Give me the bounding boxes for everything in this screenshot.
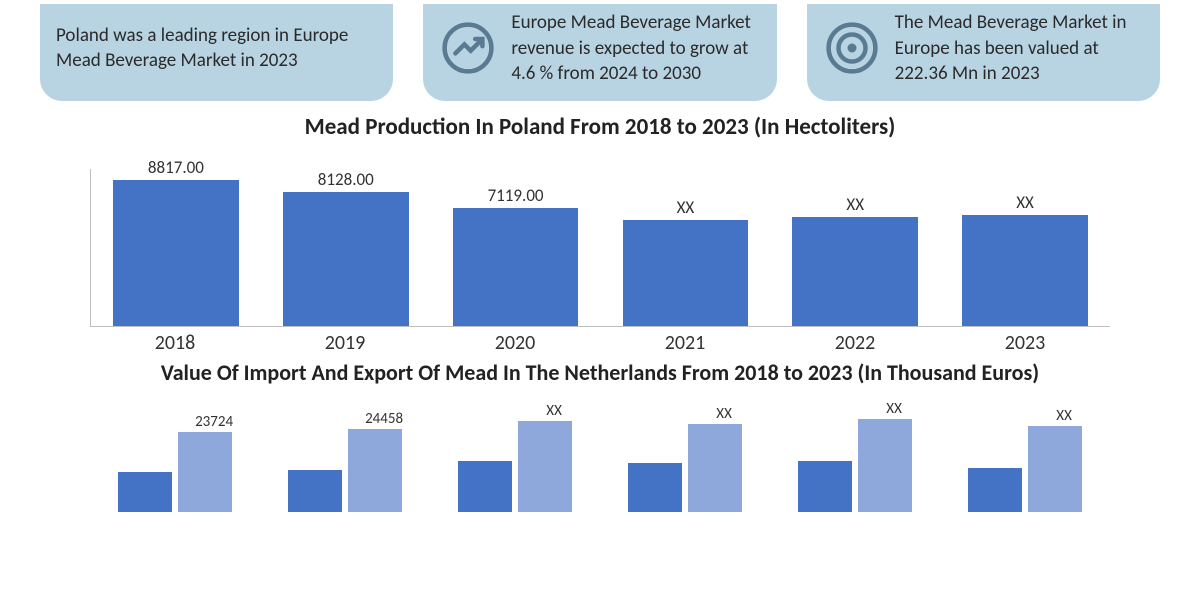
bar-value-label: 24458 [348,410,419,428]
bar-import [118,472,172,513]
bar-export [178,432,232,513]
callout-text: Europe Mead Beverage Market revenue is e… [511,10,760,87]
x-tick-label: 2021 [600,327,770,355]
bar-value-label: XX [518,402,589,420]
x-tick-label: 2018 [90,327,260,355]
bar-export [1028,426,1082,513]
bar-value-label: 7119.00 [431,185,601,206]
callout-market-value: The Mead Beverage Market in Europe has b… [807,4,1160,101]
bar-group: XX [430,410,600,512]
poland-plot-area: 8817.008128.007119.00XXXXXX [90,169,1110,327]
bar-import [798,461,852,512]
bar-value-label: XX [770,194,940,215]
x-tick-label: 2019 [260,327,430,355]
bar-cell: 8128.00 [261,169,431,326]
bar-value-label: 8128.00 [261,169,431,190]
x-tick-label: 2023 [940,327,1110,355]
bar-value-label: 23724 [178,413,249,431]
bar-cell: XX [600,169,770,326]
callout-leading-region: Poland was a leading region in Europe Me… [40,4,393,101]
growth-icon [439,19,497,77]
netherlands-chart: 2372424458XXXXXXXX [90,392,1110,512]
bar [623,220,749,326]
bar-cell: 8817.00 [91,169,261,326]
bar-import [458,461,512,512]
bar [792,217,918,326]
bar-cell: XX [940,169,1110,326]
bar-group: XX [770,410,940,512]
callout-cagr: Europe Mead Beverage Market revenue is e… [423,4,776,101]
bar-export [348,429,402,512]
callout-text: Poland was a leading region in Europe Me… [56,23,377,74]
bar-import [968,468,1022,512]
bar [283,192,409,326]
bar-import [628,463,682,512]
bar-value-label: XX [600,197,770,218]
bar-import [288,470,342,513]
bar-value-label: XX [940,192,1110,213]
bar-group: XX [940,410,1110,512]
target-icon [823,19,881,77]
poland-chart-title: Mead Production In Poland From 2018 to 2… [0,113,1200,141]
bar-value-label: XX [1028,407,1099,425]
bar-cell: XX [770,169,940,326]
netherlands-plot-area: 2372424458XXXXXXXX [90,410,1110,512]
bar-group: 24458 [260,410,430,512]
poland-x-axis: 201820192020202120222023 [90,327,1110,355]
bar [113,180,239,326]
bar [453,208,579,326]
bar-export [688,424,742,512]
poland-chart: 8817.008128.007119.00XXXXXX 201820192020… [90,145,1110,355]
bar-group: XX [600,410,770,512]
bar-value-label: 8817.00 [91,157,261,178]
x-tick-label: 2022 [770,327,940,355]
netherlands-chart-title: Value Of Import And Export Of Mead In Th… [0,359,1200,387]
callout-row: Poland was a leading region in Europe Me… [0,0,1200,109]
bar-value-label: XX [688,405,759,423]
x-tick-label: 2020 [430,327,600,355]
bar-group: 23724 [90,410,260,512]
bar [962,215,1088,326]
bar-value-label: XX [858,400,929,418]
callout-text: The Mead Beverage Market in Europe has b… [895,10,1144,87]
bar-cell: 7119.00 [431,169,601,326]
bar-export [518,421,572,513]
bar-export [858,419,912,513]
